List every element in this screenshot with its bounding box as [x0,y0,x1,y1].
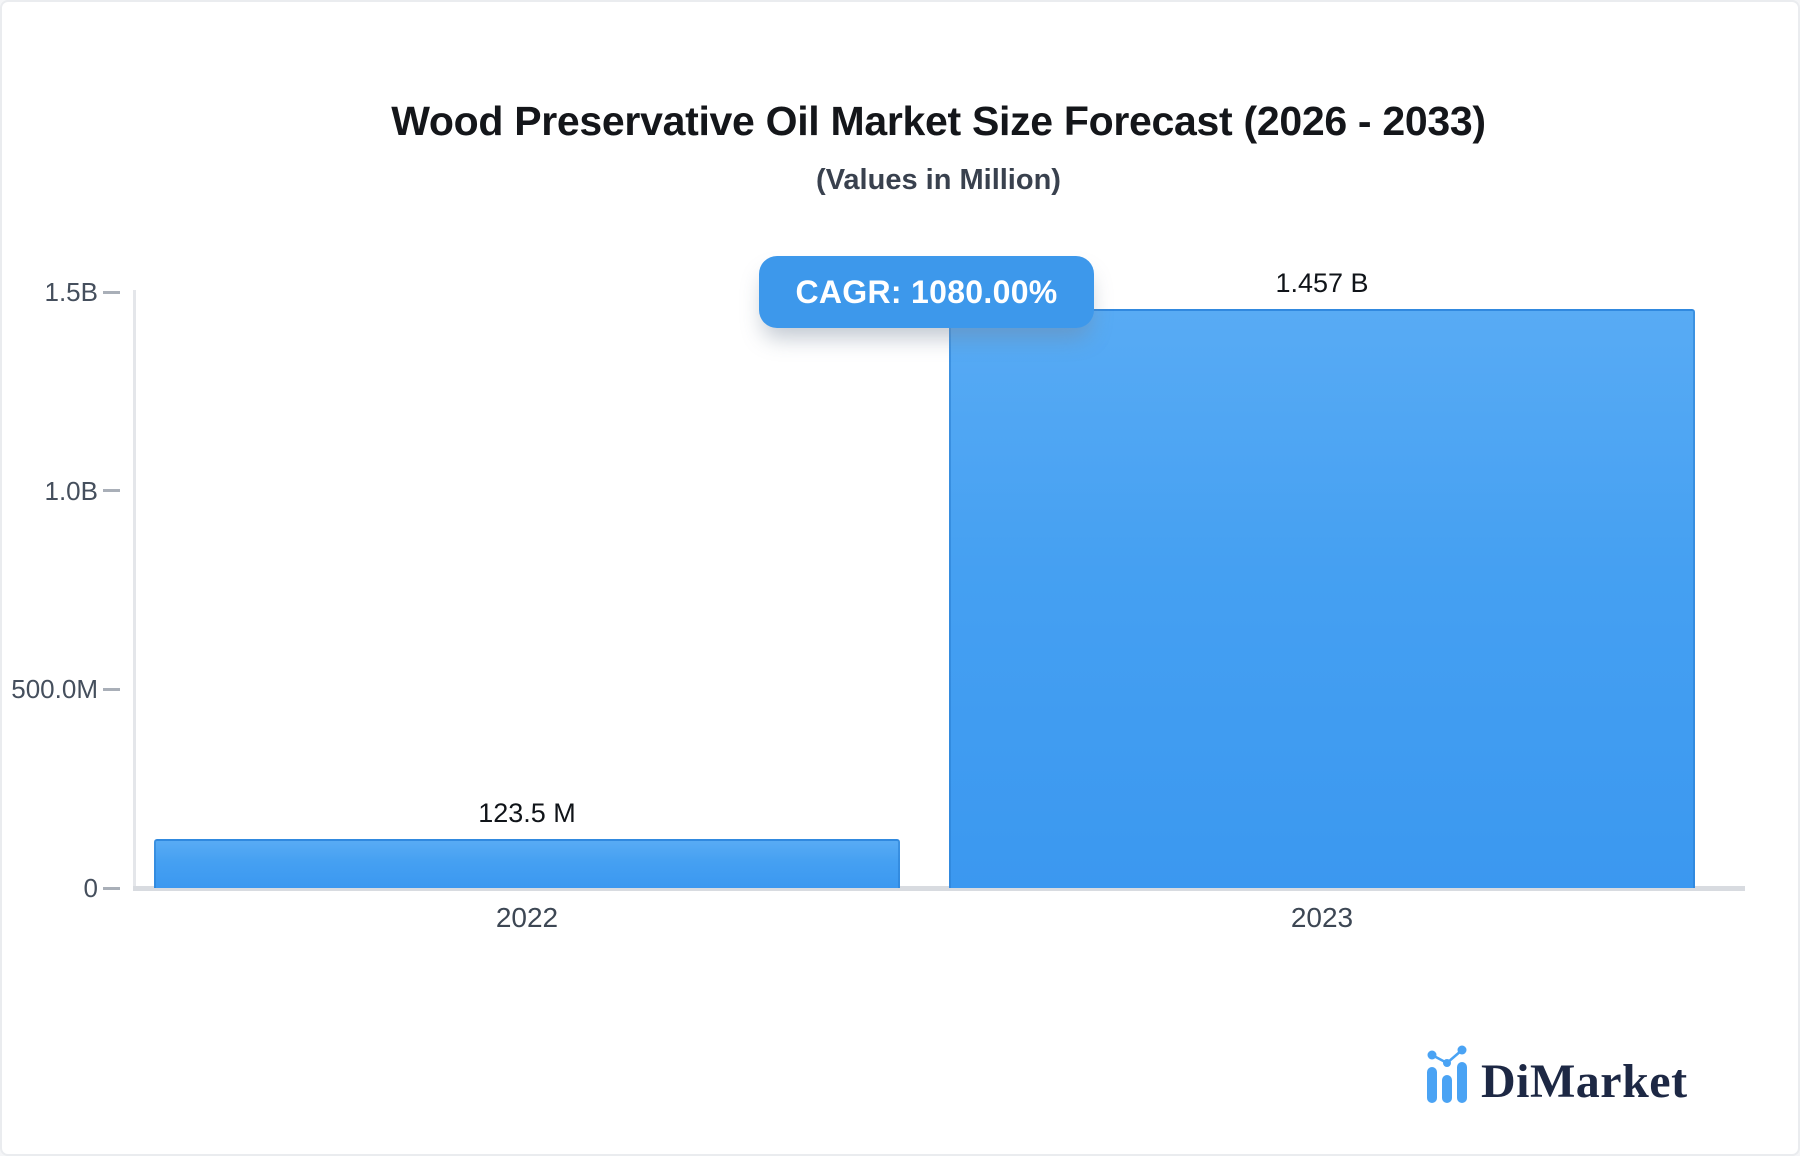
brand-name: DiMarket [1481,1055,1688,1108]
y-axis-tick-label: 1.5B [44,277,99,307]
x-axis-label-2022: 2022 [495,902,559,933]
y-axis-tick-label: 0 [83,873,98,903]
bar-value-label-2023: 1.457 B [1275,268,1369,298]
y-axis-tick [103,886,120,890]
bar-2023[interactable] [949,309,1695,888]
bar-2022[interactable] [154,839,900,888]
y-axis-tick [103,687,120,691]
bar-chart-logo-icon [1425,1043,1471,1110]
cagr-badge: CAGR: 1080.00% [759,256,1094,328]
bar-value-label-2022: 123.5 M [478,798,576,828]
chart-title: Wood Preservative Oil Market Size Foreca… [391,98,1486,144]
chart-subtitle: (Values in Million) [816,164,1061,196]
y-axis-tick [103,290,120,294]
y-axis-tick-label: 500.0M [11,674,98,705]
x-axis-label-2023: 2023 [1290,902,1354,933]
y-axis-tick [103,489,120,493]
y-axis-tick-label: 1.0B [44,475,99,506]
brand-logo: DiMarket [1425,1044,1688,1110]
x-axis-baseline [133,886,1745,891]
y-axis-line [133,290,136,890]
